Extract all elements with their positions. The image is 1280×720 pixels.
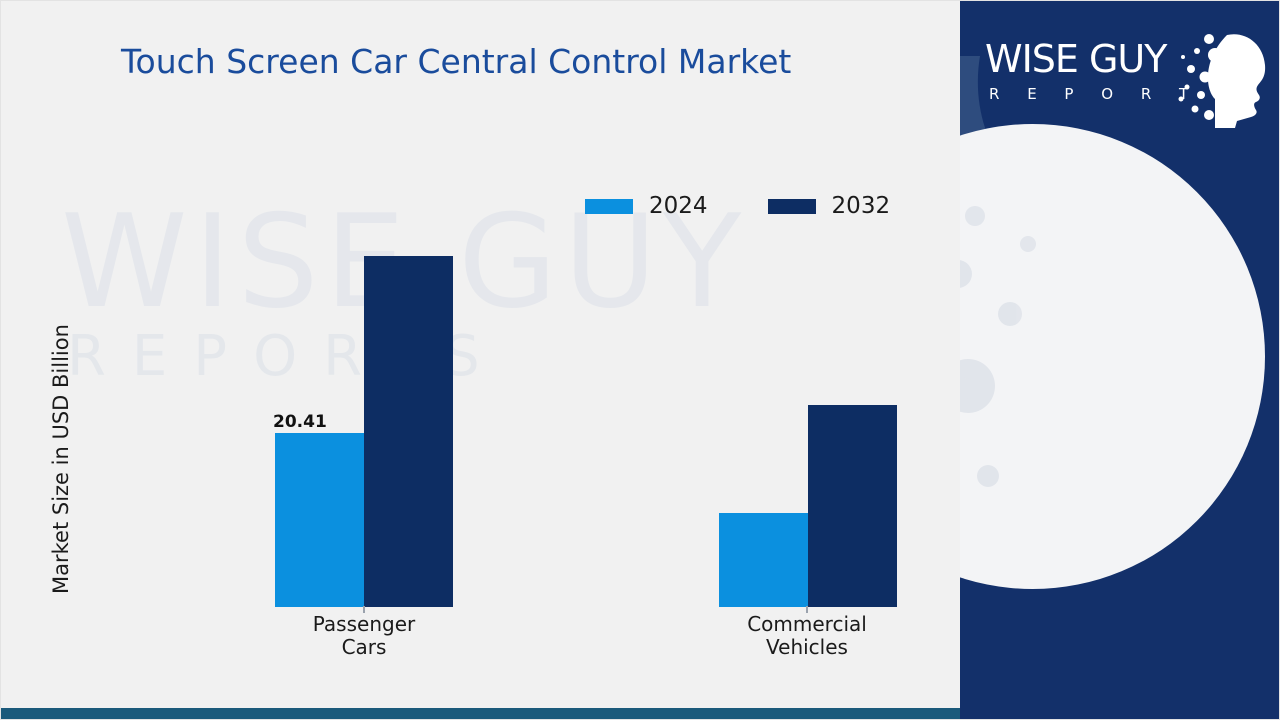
category-label-line-1: Commercial <box>747 612 867 636</box>
legend-label-2024: 2024 <box>649 193 708 219</box>
brand-logo: WISE GUY R E P O R T S <box>985 34 1266 128</box>
category-label-line-1: Passenger <box>312 612 416 636</box>
bar-2024-commercial-vehicles[interactable] <box>719 513 808 607</box>
category-label-line-2: Cars <box>341 635 387 659</box>
bar-value-label-2024-passenger-cars: 20.41 <box>273 412 327 432</box>
logo-wordmark-secondary: R E P O R T S <box>989 85 1237 103</box>
axis-tick-commercial-vehicles <box>806 606 808 613</box>
plot-area <box>101 231 941 607</box>
bar-2032-commercial-vehicles[interactable] <box>808 405 897 607</box>
category-label-passenger-cars: Passenger Cars <box>244 613 484 659</box>
page-title: Touch Screen Car Central Control Market <box>121 42 792 81</box>
bar-2032-passenger-cars[interactable] <box>364 256 453 607</box>
y-axis-label: Market Size in USD Billion <box>49 1 85 594</box>
category-label-line-2: Vehicles <box>766 635 848 659</box>
category-label-commercial-vehicles: Commercial Vehicles <box>687 613 927 659</box>
bar-group-passenger-cars <box>275 256 453 607</box>
bar-group-commercial-vehicles <box>719 405 897 607</box>
circle-dot-pattern <box>960 124 1265 589</box>
legend-item-2032[interactable]: 2032 <box>767 193 951 219</box>
logo-face-dots-icon <box>1178 34 1266 128</box>
chart-legend: 2024 2032 <box>585 193 950 219</box>
legend-swatch-2032 <box>767 198 816 214</box>
bottom-accent-bar <box>1 708 960 719</box>
legend-label-2032: 2032 <box>831 193 891 219</box>
bar-2024-passenger-cars[interactable] <box>275 433 364 607</box>
y-axis-label-text: Market Size in USD Billion <box>49 324 73 594</box>
axis-tick-passenger-cars <box>363 606 365 613</box>
legend-swatch-2024 <box>585 198 633 214</box>
legend-item-2024[interactable]: 2024 <box>585 193 768 219</box>
logo-wordmark-primary: WISE GUY <box>985 37 1167 81</box>
